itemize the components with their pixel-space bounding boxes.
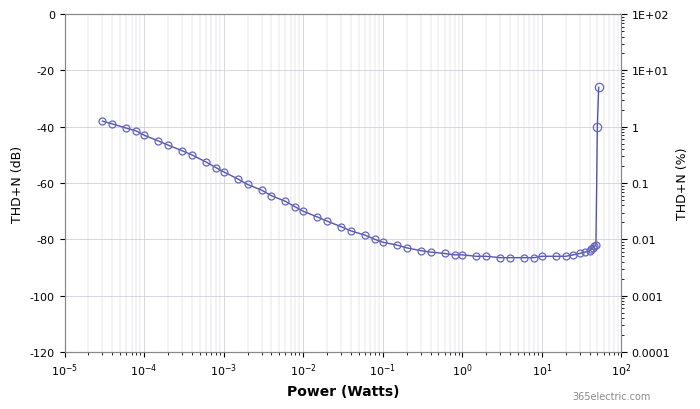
Y-axis label: THD+N (dB): THD+N (dB) [11,145,24,222]
Y-axis label: THD+N (%): THD+N (%) [676,148,689,220]
X-axis label: Power (Watts): Power (Watts) [287,384,399,398]
Text: 365electric.com: 365electric.com [573,391,651,401]
